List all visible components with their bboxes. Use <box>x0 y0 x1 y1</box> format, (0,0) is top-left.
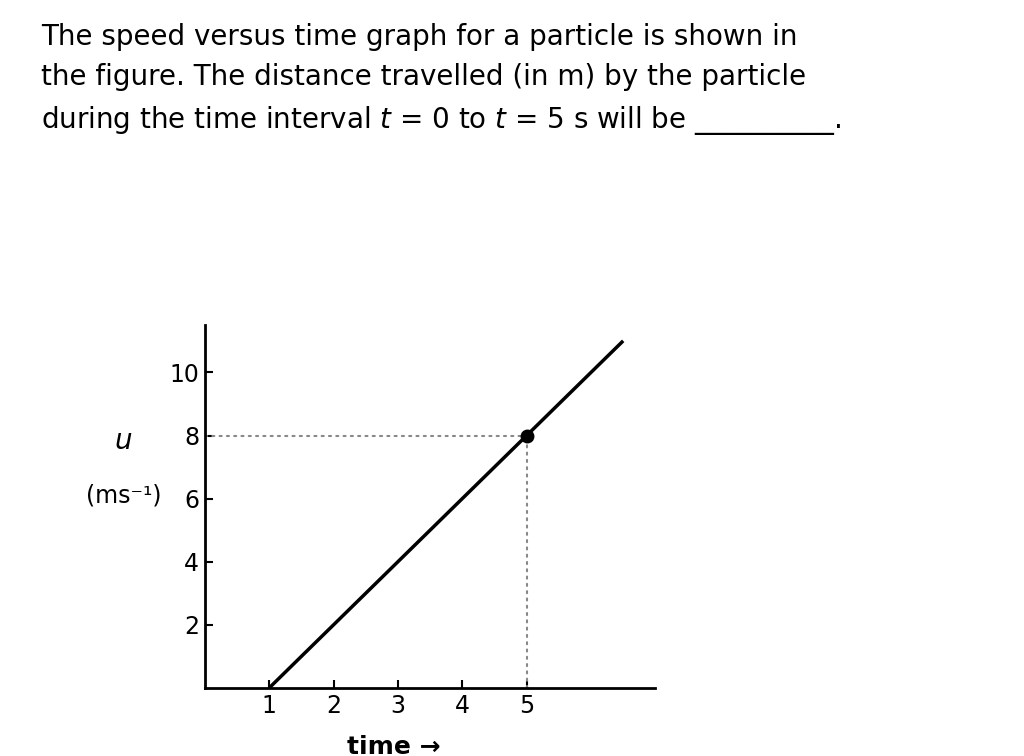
Text: (ms⁻¹): (ms⁻¹) <box>86 484 162 507</box>
Text: u: u <box>115 427 132 455</box>
Text: The speed versus time graph for a particle is shown in
the figure. The distance : The speed versus time graph for a partic… <box>41 23 841 137</box>
Text: time →: time → <box>347 735 441 756</box>
